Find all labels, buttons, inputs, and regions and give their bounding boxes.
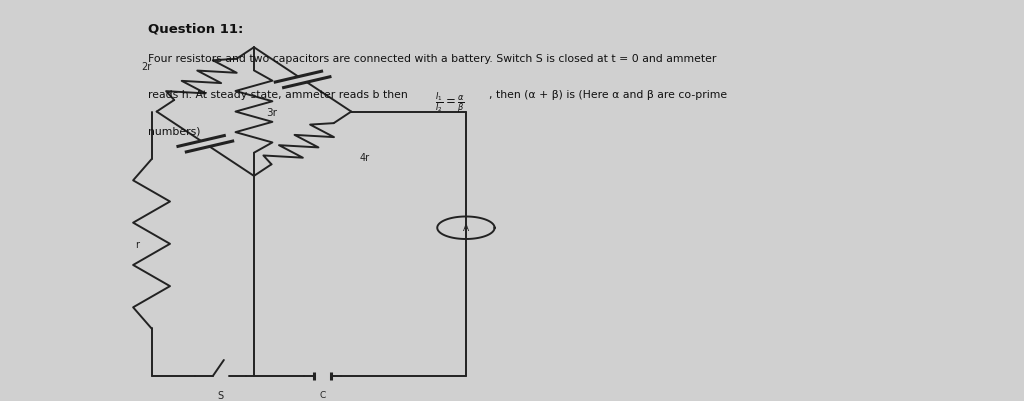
Text: 4r: 4r <box>359 152 370 162</box>
Text: numbers): numbers) <box>148 126 201 136</box>
Text: Question 11:: Question 11: <box>148 22 244 35</box>
Text: $\frac{I_1}{I_2}=\frac{\alpha}{\beta}$: $\frac{I_1}{I_2}=\frac{\alpha}{\beta}$ <box>435 90 465 115</box>
Text: A: A <box>463 224 469 233</box>
Text: , then (α + β) is (Here α and β are co-prime: , then (α + β) is (Here α and β are co-p… <box>489 90 728 100</box>
Text: r: r <box>135 239 139 249</box>
Text: 3r: 3r <box>266 107 278 117</box>
Text: 2r: 2r <box>141 62 152 72</box>
Text: reads h. At steady state, ammeter reads b then: reads h. At steady state, ammeter reads … <box>148 90 412 100</box>
Text: C: C <box>319 390 326 399</box>
Text: S: S <box>217 390 223 400</box>
Text: Four resistors and two capacitors are connected with a battery. Switch S is clos: Four resistors and two capacitors are co… <box>148 54 717 64</box>
